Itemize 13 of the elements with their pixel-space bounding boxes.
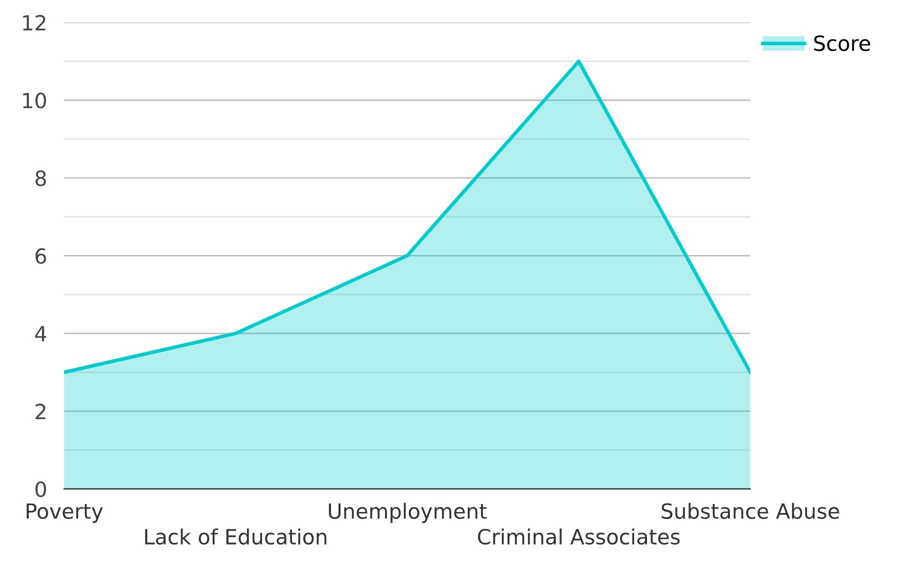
y-tick-label: 8 bbox=[36, 170, 46, 186]
y-tick-label: 2 bbox=[36, 404, 46, 420]
y-tick-label: 12 bbox=[23, 14, 46, 30]
x-tick-label: Criminal Associates bbox=[478, 528, 680, 545]
y-tick-label: 10 bbox=[23, 92, 46, 108]
x-tick-label: Substance Abuse bbox=[662, 502, 840, 519]
y-tick-label: 0 bbox=[36, 481, 46, 498]
legend-label: Score bbox=[814, 35, 870, 52]
x-tick-label: Unemployment bbox=[328, 502, 487, 523]
y-tick-label: 6 bbox=[36, 248, 46, 264]
y-tick-label: 4 bbox=[35, 326, 46, 342]
x-tick-label: Poverty bbox=[26, 503, 103, 523]
x-tick-label: Lack of Education bbox=[145, 528, 326, 545]
